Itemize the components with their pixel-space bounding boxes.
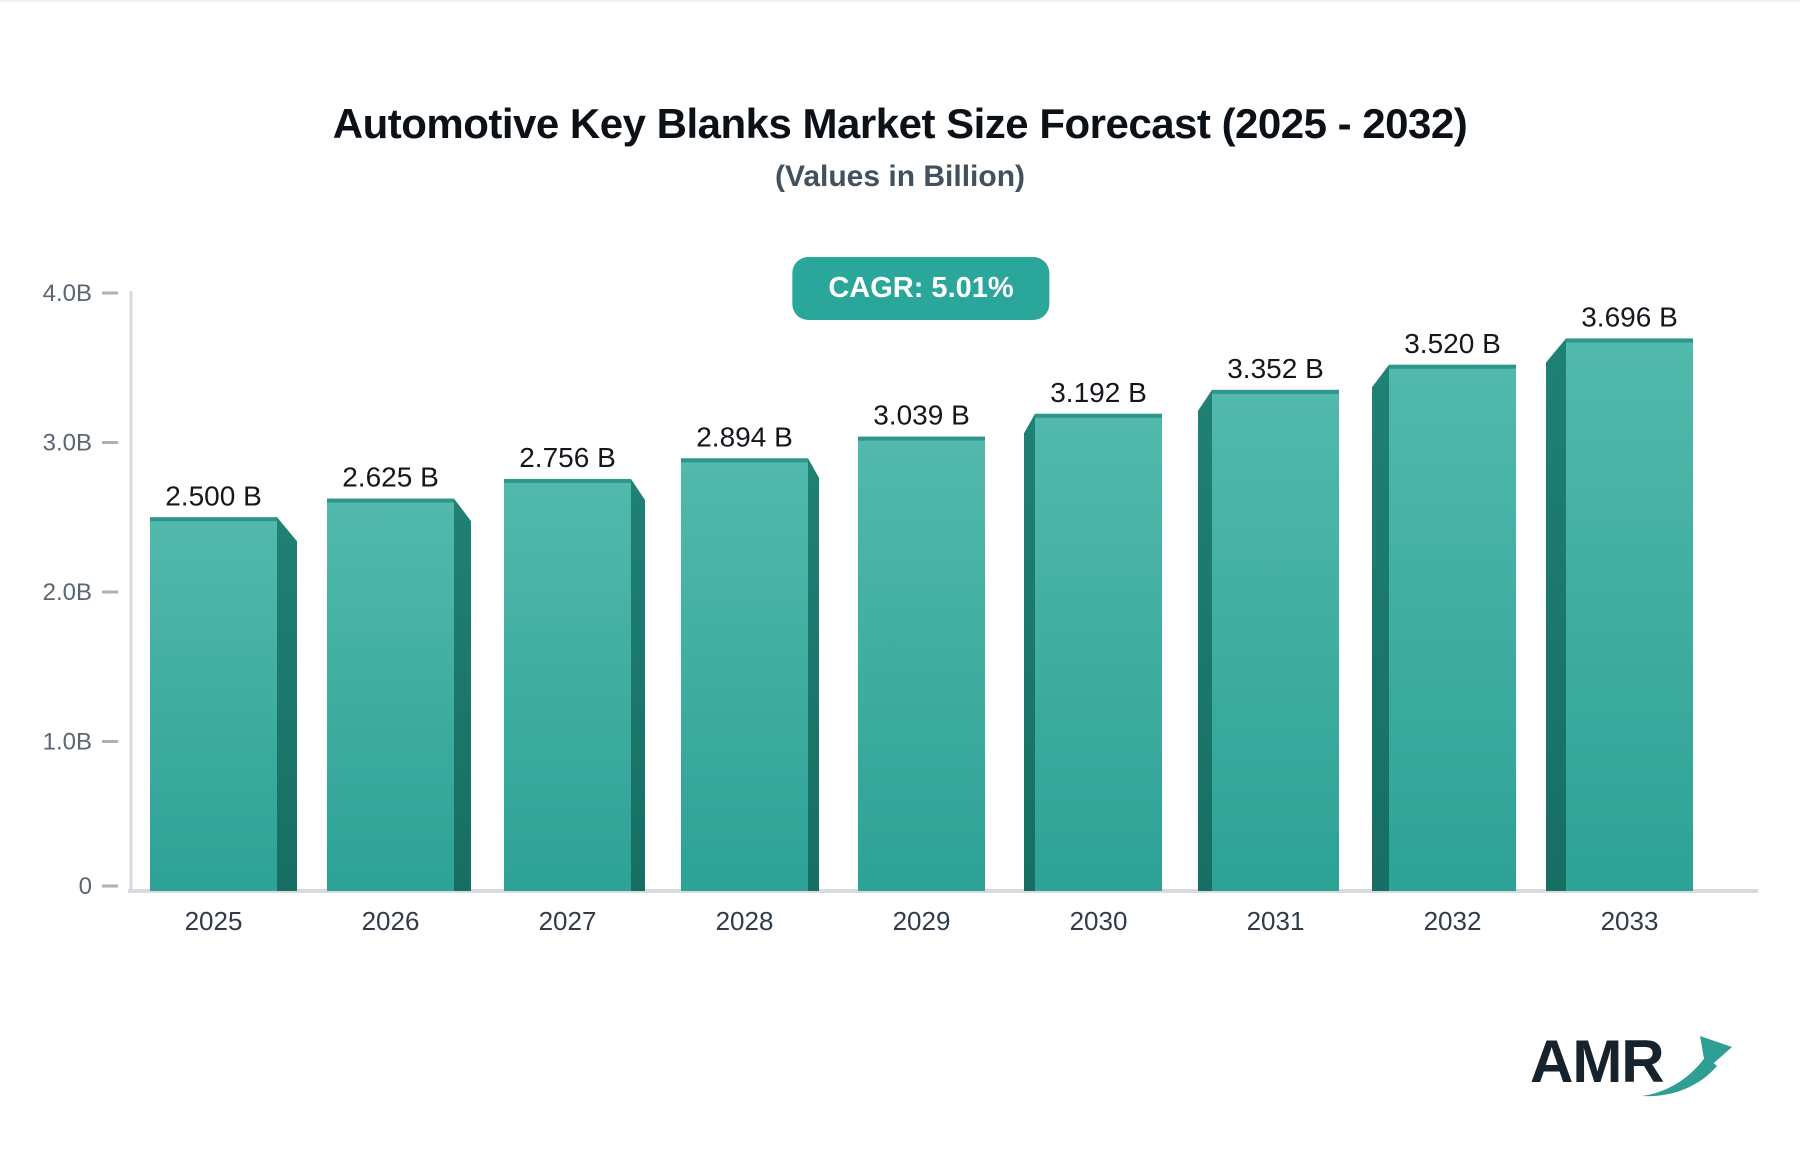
cagr-badge: CAGR: 5.01% xyxy=(792,257,1050,320)
bar-top-edge xyxy=(150,517,277,522)
bar-2028: 2.894 B 2028 xyxy=(681,421,819,936)
bar-side-face xyxy=(631,478,645,891)
x-tick-label: 2032 xyxy=(1424,906,1482,936)
bar-value-label: 2.625 B xyxy=(342,462,439,493)
bar-top-edge xyxy=(681,458,808,463)
bar-2029: 3.039 B 2029 xyxy=(858,400,985,936)
y-tick-label: 4.0B xyxy=(43,280,92,307)
bar-top-edge xyxy=(504,478,631,483)
bar-value-label: 2.894 B xyxy=(696,421,793,452)
bar-front-face xyxy=(1212,389,1339,891)
bar-side-face xyxy=(454,498,471,891)
growth-arrow-swoosh xyxy=(1642,1056,1717,1097)
bar-front-face xyxy=(681,458,808,891)
bar-side-face xyxy=(1198,389,1212,891)
bar-2030: 3.192 B 2030 xyxy=(1024,377,1162,936)
x-tick-label: 2033 xyxy=(1601,906,1659,936)
bar-2032: 3.520 B 2032 xyxy=(1372,328,1516,936)
x-tick-label: 2029 xyxy=(893,906,951,936)
bar-2027: 2.756 B 2027 xyxy=(504,442,645,936)
bar-value-label: 2.500 B xyxy=(165,480,262,511)
bar-top-edge xyxy=(858,436,985,441)
bar-front-face xyxy=(858,436,985,891)
chart-subtitle: (Values in Billion) xyxy=(774,160,1026,193)
bar-top-edge xyxy=(1389,364,1516,369)
x-tick-label: 2030 xyxy=(1070,906,1128,936)
bar-top-edge xyxy=(327,498,454,503)
bar-top-edge xyxy=(1212,389,1339,394)
bar-value-label: 3.192 B xyxy=(1050,377,1147,408)
bar-2033: 3.696 B 2033 xyxy=(1546,301,1693,936)
y-tick-label: 3.0B xyxy=(43,430,92,457)
x-tick-label: 2026 xyxy=(362,906,420,936)
bar-side-face xyxy=(1024,413,1035,891)
amr-logo-text: AMR xyxy=(1530,1028,1665,1095)
x-tick-label: 2025 xyxy=(185,906,243,936)
bar-front-face xyxy=(327,498,454,891)
x-tick-label: 2027 xyxy=(539,906,597,936)
bar-side-face xyxy=(808,458,819,891)
bar-side-face xyxy=(1546,338,1566,891)
y-tick-label: 0 xyxy=(79,873,92,900)
bar-side-face xyxy=(277,517,297,891)
bar-value-label: 3.696 B xyxy=(1581,301,1678,332)
x-tick-label: 2028 xyxy=(716,906,774,936)
y-tick-label: 1.0B xyxy=(43,729,92,756)
bar-value-label: 3.352 B xyxy=(1227,353,1324,384)
bar-front-face xyxy=(1389,364,1516,891)
chart-title: Automotive Key Blanks Market Size Foreca… xyxy=(332,100,1468,147)
bar-front-face xyxy=(1035,413,1162,891)
bar-value-label: 2.756 B xyxy=(519,442,616,473)
bar-2026: 2.625 B 2026 xyxy=(327,462,471,936)
x-tick-label: 2031 xyxy=(1247,906,1305,936)
bar-front-face xyxy=(150,517,277,891)
growth-arrow-head xyxy=(1700,1036,1732,1070)
bar-front-face xyxy=(504,478,631,891)
bar-side-face xyxy=(1372,364,1389,891)
bar-value-label: 3.520 B xyxy=(1404,328,1501,359)
amr-logo: AMR xyxy=(1530,1028,1732,1112)
bar-top-edge xyxy=(1566,338,1693,343)
bar-front-face xyxy=(1566,338,1693,891)
bar-top-edge xyxy=(1035,413,1162,418)
growth-arrow-icon xyxy=(1642,1036,1732,1097)
bar-2025: 2.500 B 2025 xyxy=(150,480,297,936)
y-tick-label: 2.0B xyxy=(43,579,92,606)
bar-value-label: 3.039 B xyxy=(873,400,970,431)
bar-2031: 3.352 B 2031 xyxy=(1198,353,1339,936)
